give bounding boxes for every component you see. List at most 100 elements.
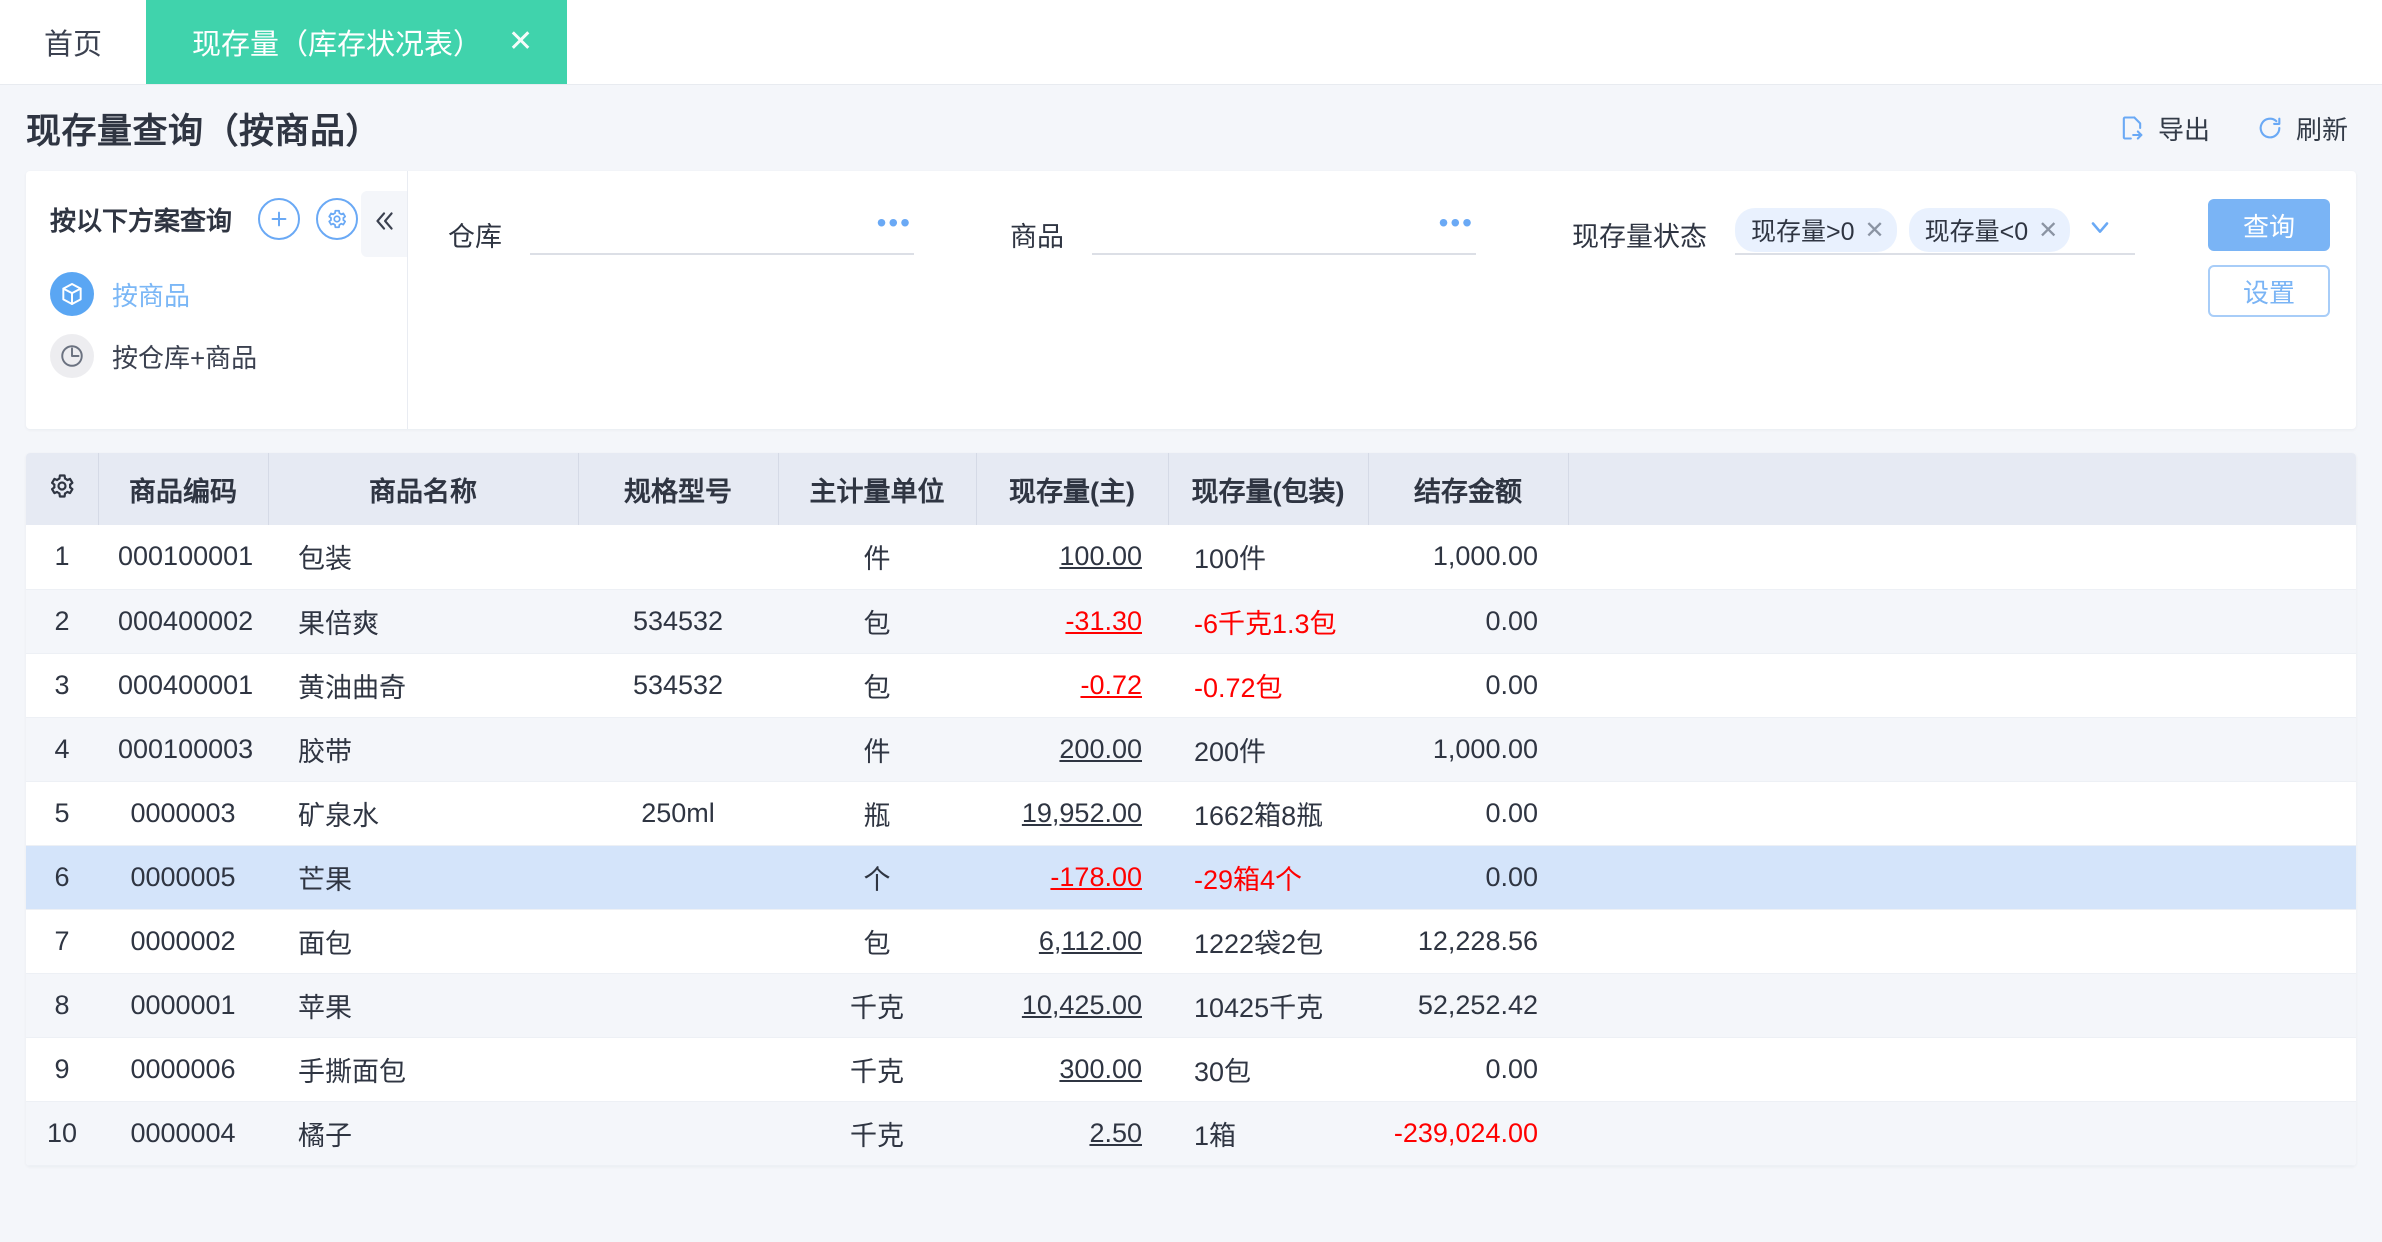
- cell-qty-main-value[interactable]: 10,425.00: [1021, 989, 1142, 1020]
- cell-qty-package-value: -0.72包: [1194, 672, 1283, 703]
- table-row[interactable]: 7 0000002 面包 包 6,112.00 1222袋2包 12,228.56: [26, 909, 2356, 974]
- export-button[interactable]: 导出: [2118, 110, 2210, 147]
- cell-qty-main: -0.72: [976, 653, 1168, 718]
- cell-qty-main-value[interactable]: 100.00: [1059, 541, 1142, 572]
- tab-inventory-status[interactable]: 现存量（库存状况表） ✕: [146, 0, 568, 84]
- cell-filler: [1568, 525, 2356, 590]
- close-icon[interactable]: ✕: [2038, 216, 2059, 244]
- chevron-down-icon[interactable]: [2086, 213, 2114, 248]
- close-icon[interactable]: ✕: [1864, 216, 1885, 244]
- status-tag[interactable]: 现存量<0 ✕: [1908, 208, 2071, 252]
- cell-amount: 0.00: [1368, 1037, 1568, 1102]
- table-row[interactable]: 2 000400002 果倍爽 534532 包 -31.30 -6千克1.3包 0.00: [26, 589, 2356, 654]
- cell-qty-package: 200件: [1168, 717, 1368, 782]
- column-settings-cell[interactable]: [26, 453, 99, 525]
- column-header-qty-main[interactable]: 现存量(主): [976, 453, 1169, 525]
- scheme-header: 按以下方案查询: [26, 193, 407, 245]
- cell-product-code: 0000003: [98, 781, 268, 846]
- cell-filler: [1568, 1037, 2356, 1102]
- table-row[interactable]: 10 0000004 橘子 千克 2.50 1箱 -239,024.00: [26, 1101, 2356, 1166]
- cell-unit: 包: [778, 909, 976, 974]
- product-label: 商品: [1010, 222, 1064, 252]
- column-header-qty-pkg[interactable]: 现存量(包装): [1168, 453, 1369, 525]
- column-header-spec[interactable]: 规格型号: [578, 453, 779, 525]
- settings-button[interactable]: 设置: [2208, 265, 2330, 317]
- cell-qty-main-value[interactable]: -0.72: [1080, 669, 1142, 700]
- cell-qty-package: 1箱: [1168, 1101, 1368, 1166]
- table-header-row: 商品编码 商品名称 规格型号 主计量单位 现存量(主) 现存量(包装) 结存金额: [26, 453, 2356, 525]
- column-header-name[interactable]: 商品名称: [268, 453, 579, 525]
- cell-unit: 包: [778, 589, 976, 654]
- table-row[interactable]: 4 000100003 胶带 件 200.00 200件 1,000.00: [26, 717, 2356, 782]
- status-tag[interactable]: 现存量>0 ✕: [1735, 208, 1897, 252]
- cell-index: 1: [26, 525, 98, 590]
- cell-qty-main: 2.50: [976, 1101, 1168, 1166]
- cell-qty-main-value[interactable]: 300.00: [1059, 1053, 1142, 1084]
- page-title: 现存量查询（按商品）: [26, 111, 382, 151]
- cell-spec: 250ml: [578, 781, 778, 846]
- scheme-list: 按商品 按仓库+商品: [26, 263, 407, 387]
- tab-bar: 首页 现存量（库存状况表） ✕: [0, 0, 2382, 85]
- close-icon[interactable]: ✕: [508, 25, 534, 58]
- ellipsis-icon[interactable]: •••: [1438, 207, 1474, 238]
- ellipsis-icon[interactable]: •••: [876, 207, 912, 238]
- cell-amount: 52,252.42: [1368, 973, 1568, 1038]
- warehouse-input[interactable]: •••: [530, 207, 914, 255]
- cell-product-code: 000400002: [98, 589, 268, 654]
- table-row[interactable]: 9 0000006 手撕面包 千克 300.00 30包 0.00: [26, 1037, 2356, 1102]
- gear-icon[interactable]: [316, 198, 359, 240]
- cell-qty-main-value[interactable]: 6,112.00: [1038, 925, 1142, 956]
- cell-amount: 0.00: [1368, 589, 1568, 654]
- cell-qty-main-value[interactable]: -178.00: [1050, 861, 1142, 892]
- double-chevron-left-icon: [371, 208, 397, 241]
- column-header-filler: [1568, 453, 2356, 525]
- cell-qty-main-value[interactable]: 200.00: [1059, 733, 1142, 764]
- table-row[interactable]: 6 0000005 芒果 个 -178.00 -29箱4个 0.00: [26, 845, 2356, 910]
- tab-home[interactable]: 首页: [0, 0, 146, 84]
- cell-spec: [578, 1037, 778, 1102]
- table-row[interactable]: 1 000100001 包装 件 100.00 100件 1,000.00: [26, 525, 2356, 590]
- cell-amount: 1,000.00: [1368, 525, 1568, 590]
- cell-qty-main: -31.30: [976, 589, 1168, 654]
- cell-amount: 0.00: [1368, 781, 1568, 846]
- cell-unit: 件: [778, 717, 976, 782]
- scheme-item-label: 按商品: [112, 280, 191, 311]
- scheme-item-by-warehouse-product[interactable]: 按仓库+商品: [26, 325, 407, 387]
- cell-unit: 个: [778, 845, 976, 910]
- cell-qty-package: -29箱4个: [1168, 845, 1368, 910]
- table-row[interactable]: 8 0000001 苹果 千克 10,425.00 10425千克 52,252.42: [26, 973, 2356, 1038]
- collapse-panel-button[interactable]: [361, 191, 407, 257]
- product-input[interactable]: •••: [1092, 207, 1476, 255]
- cell-product-code: 0000002: [98, 909, 268, 974]
- table-row[interactable]: 5 0000003 矿泉水 250ml 瓶 19,952.00 1662箱8瓶 0.00: [26, 781, 2356, 846]
- cell-qty-main-value[interactable]: 2.50: [1089, 1117, 1142, 1148]
- cell-qty-package: 10425千克: [1168, 973, 1368, 1038]
- cell-filler: [1568, 589, 2356, 654]
- stock-status-select[interactable]: 现存量>0 ✕ 现存量<0 ✕: [1735, 207, 2135, 255]
- cell-qty-main-value[interactable]: -31.30: [1065, 605, 1142, 636]
- refresh-button[interactable]: 刷新: [2256, 110, 2348, 147]
- plus-icon[interactable]: [258, 198, 301, 240]
- cell-qty-package: 30包: [1168, 1037, 1368, 1102]
- column-header-amount[interactable]: 结存金额: [1368, 453, 1569, 525]
- status-tag-label: 现存量<0: [1924, 218, 2029, 246]
- cell-product-code: 0000006: [98, 1037, 268, 1102]
- filter-warehouse: 仓库 •••: [448, 207, 914, 255]
- scheme-item-by-product[interactable]: 按商品: [26, 263, 407, 325]
- export-label: 导出: [2157, 114, 2210, 145]
- column-header-code[interactable]: 商品编码: [98, 453, 269, 525]
- cell-qty-package: 100件: [1168, 525, 1368, 590]
- refresh-label: 刷新: [2295, 114, 2348, 145]
- cell-product-name: 胶带: [268, 717, 578, 782]
- column-header-unit[interactable]: 主计量单位: [778, 453, 977, 525]
- cell-product-name: 面包: [268, 909, 578, 974]
- cell-qty-main-value[interactable]: 19,952.00: [1021, 797, 1142, 828]
- cell-amount: 1,000.00: [1368, 717, 1568, 782]
- query-button[interactable]: 查询: [2208, 199, 2330, 251]
- gear-icon[interactable]: [48, 473, 76, 506]
- table-header: 商品编码 商品名称 规格型号 主计量单位 现存量(主) 现存量(包装) 结存金额: [26, 453, 2356, 525]
- filter-stock-status: 现存量状态 现存量>0 ✕ 现存量<0 ✕: [1572, 207, 2135, 255]
- cell-index: 3: [26, 653, 98, 718]
- header-actions: 导出 刷新: [2118, 110, 2348, 147]
- table-row[interactable]: 3 000400001 黄油曲奇 534532 包 -0.72 -0.72包 0.00: [26, 653, 2356, 718]
